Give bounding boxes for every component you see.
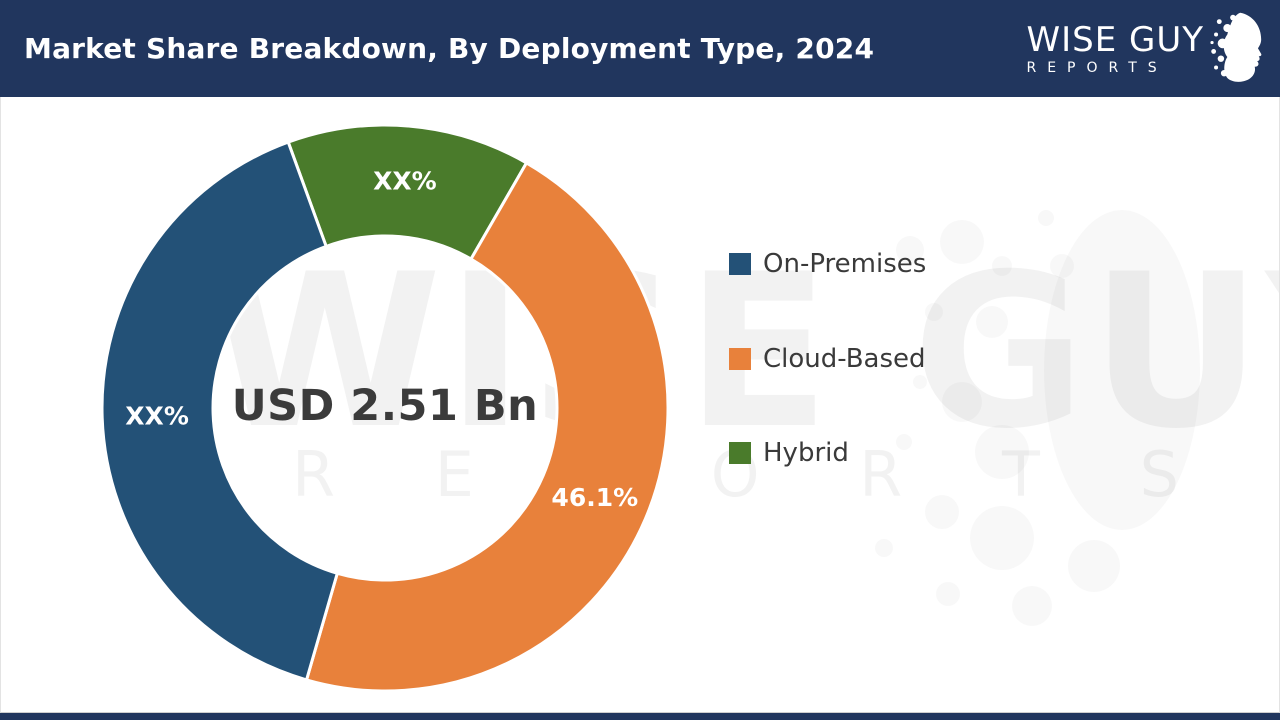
brand-logo: WISE GUY REPORTS [1026,8,1266,90]
brand-subtitle: REPORTS [1026,59,1168,76]
header-bar: Market Share Breakdown, By Deployment Ty… [0,0,1280,97]
logo-head-icon [1210,12,1262,82]
donut-segment-on-premises [100,140,339,682]
chart-legend: On-Premises Cloud-Based Hybrid [729,250,926,468]
segment-value-label-hybrid: XX% [373,166,437,195]
legend-item-on-premises: On-Premises [729,250,926,279]
legend-item-cloud-based: Cloud-Based [729,343,926,374]
donut-chart: XX% 46.1% XX% [100,123,670,693]
segment-value-label-cloud-based: 46.1% [551,483,638,512]
brand-name: WISE GUY [1026,19,1204,60]
footer-bar [0,713,1280,720]
legend-swatch-hybrid [729,442,751,465]
legend-label-on-premises: On-Premises [763,249,927,279]
legend-label-cloud-based: Cloud-Based [763,343,926,374]
legend-label-hybrid: Hybrid [763,438,849,469]
page-title: Market Share Breakdown, By Deployment Ty… [24,32,875,65]
chart-center-value: USD 2.51 Bn [231,381,539,431]
legend-item-hybrid: Hybrid [729,439,926,468]
legend-swatch-cloud-based [729,347,751,370]
segment-value-label-on-premises: XX% [125,401,189,430]
donut-segment-cloud-based [305,161,670,693]
brand-logo-text: WISE GUY REPORTS [1026,23,1204,75]
legend-swatch-on-premises [729,253,751,276]
